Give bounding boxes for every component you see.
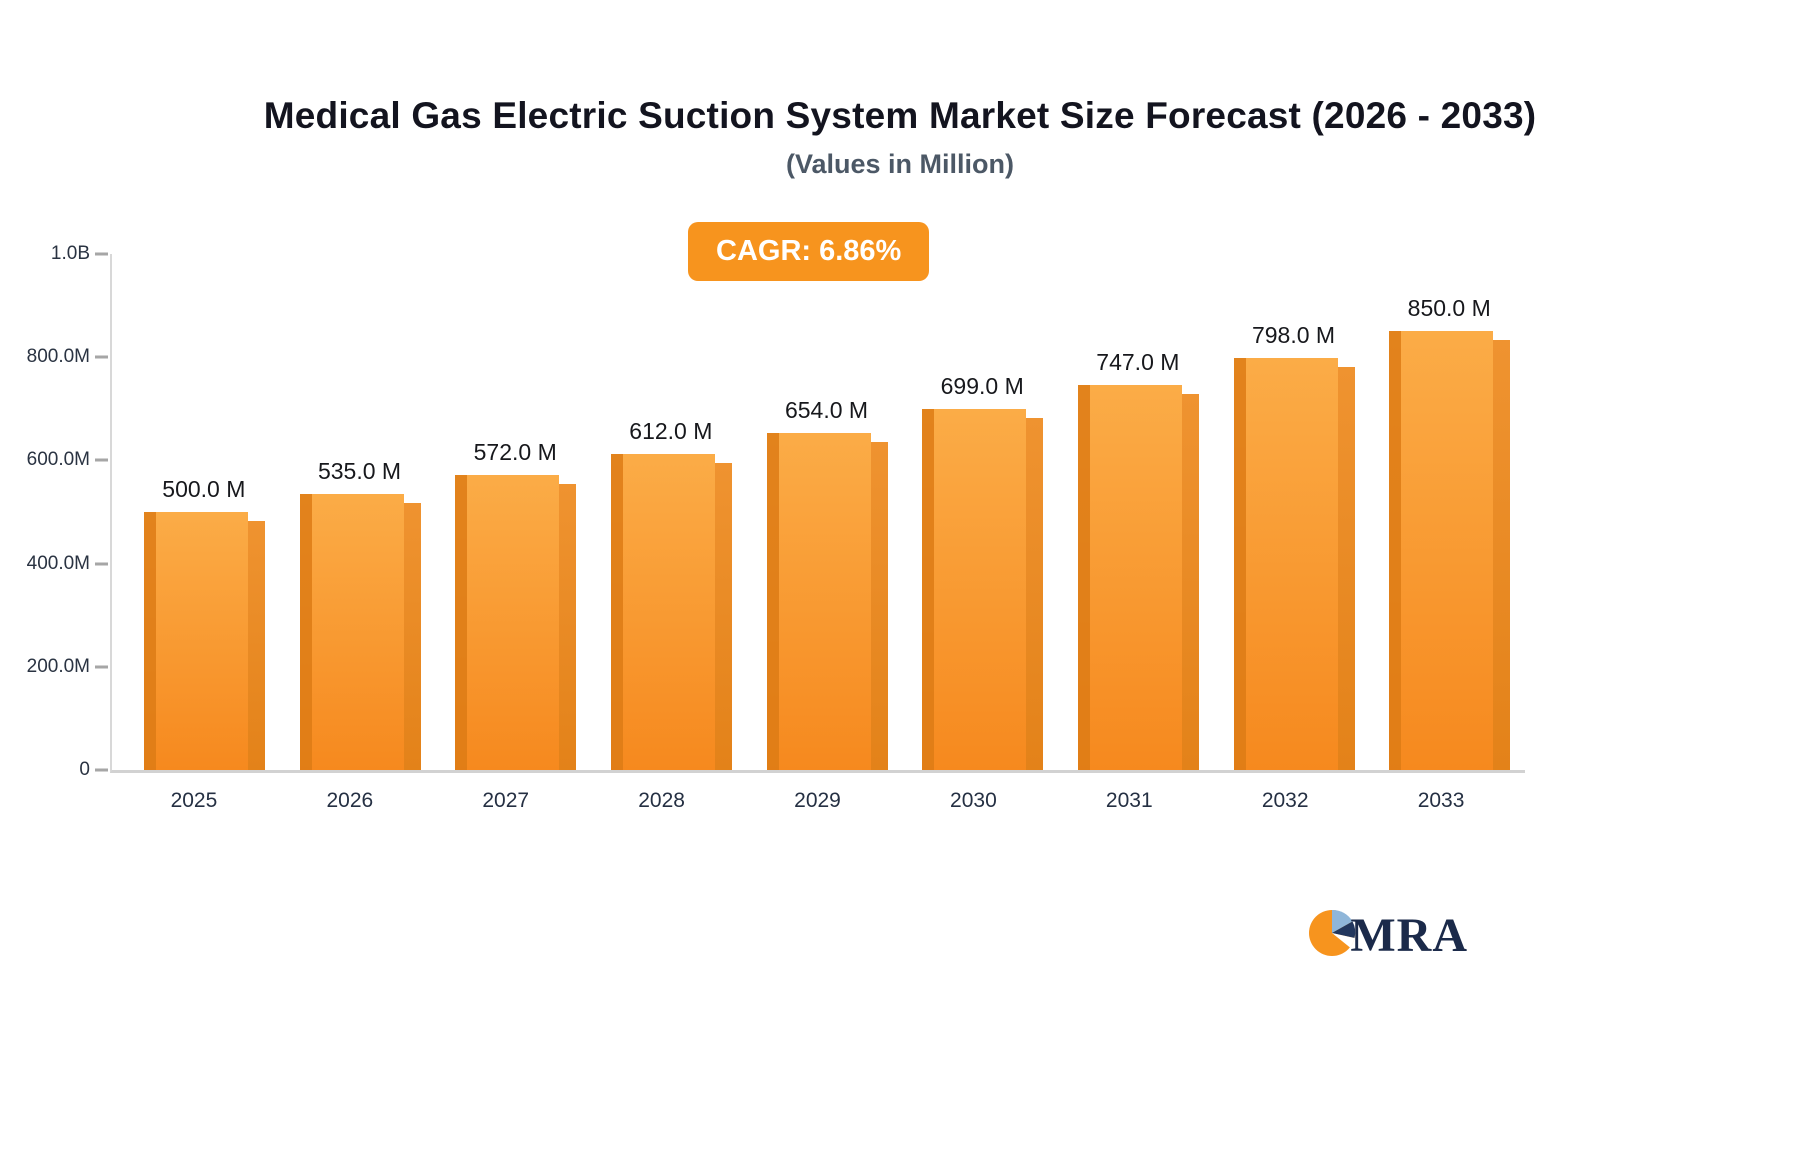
bar-2025: 500.0 M xyxy=(143,476,265,770)
bar-value-label: 535.0 M xyxy=(317,457,402,484)
bar-slot: 699.0 M xyxy=(896,254,1052,770)
bar-side-shade xyxy=(1181,393,1199,770)
chart-title: Medical Gas Electric Suction System Mark… xyxy=(263,95,1537,136)
x-axis-label: 2032 xyxy=(1261,789,1309,812)
bar-edge-shade xyxy=(1077,384,1090,770)
bar-edge-shade xyxy=(766,432,779,770)
bar-2027: 572.0 M xyxy=(455,439,577,770)
bar-2033: 850.0 M xyxy=(1389,295,1511,770)
x-axis-label: 2031 xyxy=(1105,789,1153,812)
bar-side-shade xyxy=(247,521,265,770)
y-tick-label: 400.0M xyxy=(26,552,90,574)
bar-side-shade xyxy=(559,483,577,770)
bar-value-label: 612.0 M xyxy=(629,418,713,445)
y-tick-mark xyxy=(95,252,108,256)
bar-edge-shade xyxy=(1389,331,1402,770)
bar-slot: 500.0 M xyxy=(118,254,274,770)
y-tick-label: 1.0B xyxy=(50,243,90,264)
bar-slot: 572.0 M xyxy=(429,254,585,770)
y-tick-label: 0 xyxy=(79,759,90,780)
bar-edge-shade xyxy=(143,512,156,770)
bar-side-shade xyxy=(403,502,421,770)
bar-2031: 747.0 M xyxy=(1077,349,1199,770)
y-tick-label: 800.0M xyxy=(26,346,90,368)
pie-chart-icon xyxy=(1306,907,1358,964)
cagr-badge: CAGR: 6.86% xyxy=(688,222,930,281)
bar-edge-shade xyxy=(299,493,312,770)
bar-edge-shade xyxy=(1233,358,1246,770)
bar-value-label: 699.0 M xyxy=(940,373,1024,400)
x-axis-label: 2029 xyxy=(794,789,841,812)
bar-2029: 654.0 M xyxy=(766,397,888,770)
bar-slot: 612.0 M xyxy=(585,254,741,770)
bar-side-shade xyxy=(1337,367,1355,770)
bar-edge-shade xyxy=(922,409,935,770)
bars: 500.0 M 535.0 M 572.0 M 612.0 M 654.0 M 699.0… xyxy=(112,254,1525,770)
bar-side-shade xyxy=(870,441,888,770)
bar-2030: 699.0 M xyxy=(922,373,1044,770)
plot-area: 500.0 M 535.0 M 572.0 M 612.0 M 654.0 M 699.0… xyxy=(27,243,1525,780)
bar-slot: 535.0 M xyxy=(274,254,430,770)
bar-side-shade xyxy=(714,463,732,770)
y-tick-mark xyxy=(95,562,108,566)
bar-slot: 747.0 M xyxy=(1052,254,1208,770)
x-axis-label: 2030 xyxy=(950,789,997,812)
bar-value-label: 654.0 M xyxy=(784,396,869,423)
bar-edge-shade xyxy=(455,474,468,770)
bar-value-label: 500.0 M xyxy=(162,476,246,502)
mra-logo: MRA xyxy=(1306,907,1468,964)
x-axis-label: 2033 xyxy=(1417,789,1465,812)
bar-side-shade xyxy=(1493,340,1511,770)
y-tick-mark xyxy=(95,355,108,359)
x-axis-label: 2028 xyxy=(638,789,685,812)
bar-value-label: 572.0 M xyxy=(473,438,557,465)
chart-area: 500.0 M 535.0 M 572.0 M 612.0 M 654.0 M 699.0… xyxy=(27,243,1525,815)
bar-slot: 850.0 M xyxy=(1363,254,1519,770)
bar-value-label: 798.0 M xyxy=(1251,322,1336,349)
bar-side-shade xyxy=(1026,418,1044,770)
bar-2026: 535.0 M xyxy=(299,458,421,770)
y-tick-label: 600.0M xyxy=(26,449,90,471)
bar-2028: 612.0 M xyxy=(610,418,732,770)
bar-2032: 798.0 M xyxy=(1233,322,1355,770)
y-tick-label: 200.0M xyxy=(26,655,90,677)
bar-slot: 654.0 M xyxy=(741,254,897,770)
bar-value-label: 747.0 M xyxy=(1096,348,1180,375)
y-tick-mark xyxy=(95,768,108,772)
x-axis-labels: 2025 2026 2027 2028 2029 2030 2031 2032 2033 xyxy=(110,777,1525,815)
bar-slot: 798.0 M xyxy=(1208,254,1364,770)
x-axis-label: 2027 xyxy=(482,789,530,812)
bar-edge-shade xyxy=(610,454,623,770)
y-tick-mark xyxy=(95,458,108,462)
x-axis-label: 2026 xyxy=(326,789,374,812)
chart-subtitle: (Values in Million) xyxy=(785,149,1015,179)
logo-text: MRA xyxy=(1350,909,1468,962)
bar-value-label: 850.0 M xyxy=(1407,295,1491,322)
y-tick-mark xyxy=(95,665,108,669)
x-axis-label: 2025 xyxy=(170,789,218,812)
